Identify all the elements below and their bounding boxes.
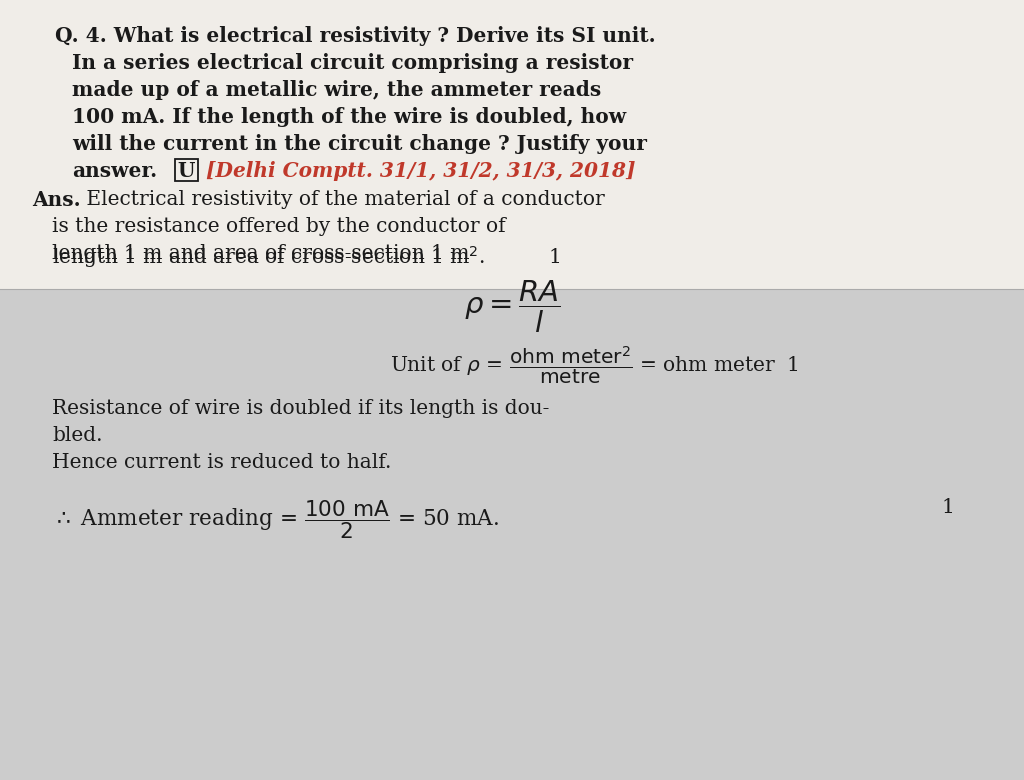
Text: $\therefore$ Ammeter reading = $\dfrac{100\ \mathrm{mA}}{2}$ = 50 mA.: $\therefore$ Ammeter reading = $\dfrac{1… [52, 498, 499, 541]
Text: Q. 4. What is electrical resistivity ? Derive its SI unit.: Q. 4. What is electrical resistivity ? D… [55, 26, 655, 46]
Text: [Delhi Comptt. 31/1, 31/2, 31/3, 2018]: [Delhi Comptt. 31/1, 31/2, 31/3, 2018] [206, 161, 636, 181]
Text: In a series electrical circuit comprising a resistor: In a series electrical circuit comprisin… [72, 53, 633, 73]
Text: 1: 1 [942, 498, 954, 517]
Text: Resistance of wire is doubled if its length is dou-: Resistance of wire is doubled if its len… [52, 399, 549, 418]
Text: answer.: answer. [72, 161, 157, 181]
Text: Hence current is reduced to half.: Hence current is reduced to half. [52, 453, 391, 472]
Text: will the current in the circuit change ? Justify your: will the current in the circuit change ?… [72, 134, 647, 154]
Text: 100 mA. If the length of the wire is doubled, how: 100 mA. If the length of the wire is dou… [72, 107, 626, 127]
Text: Electrical resistivity of the material of a conductor: Electrical resistivity of the material o… [80, 190, 605, 209]
Text: length 1 m and area of cross-section 1 m$^2$.          1: length 1 m and area of cross-section 1 m… [52, 244, 561, 270]
Text: is the resistance offered by the conductor of: is the resistance offered by the conduct… [52, 217, 506, 236]
Text: length 1 m and area of cross-section 1 m: length 1 m and area of cross-section 1 m [52, 244, 469, 263]
FancyBboxPatch shape [0, 0, 1024, 290]
Text: made up of a metallic wire, the ammeter reads: made up of a metallic wire, the ammeter … [72, 80, 601, 100]
FancyBboxPatch shape [0, 289, 1024, 780]
Text: U: U [177, 161, 195, 181]
Text: Ans.: Ans. [32, 190, 81, 210]
Text: Unit of $\rho$ = $\dfrac{\mathrm{ohm\ meter^2}}{\mathrm{metre}}$ = ohm meter  1: Unit of $\rho$ = $\dfrac{\mathrm{ohm\ me… [390, 345, 799, 387]
Text: bled.: bled. [52, 426, 102, 445]
Text: $\rho = \dfrac{RA}{l}$: $\rho = \dfrac{RA}{l}$ [464, 279, 560, 335]
